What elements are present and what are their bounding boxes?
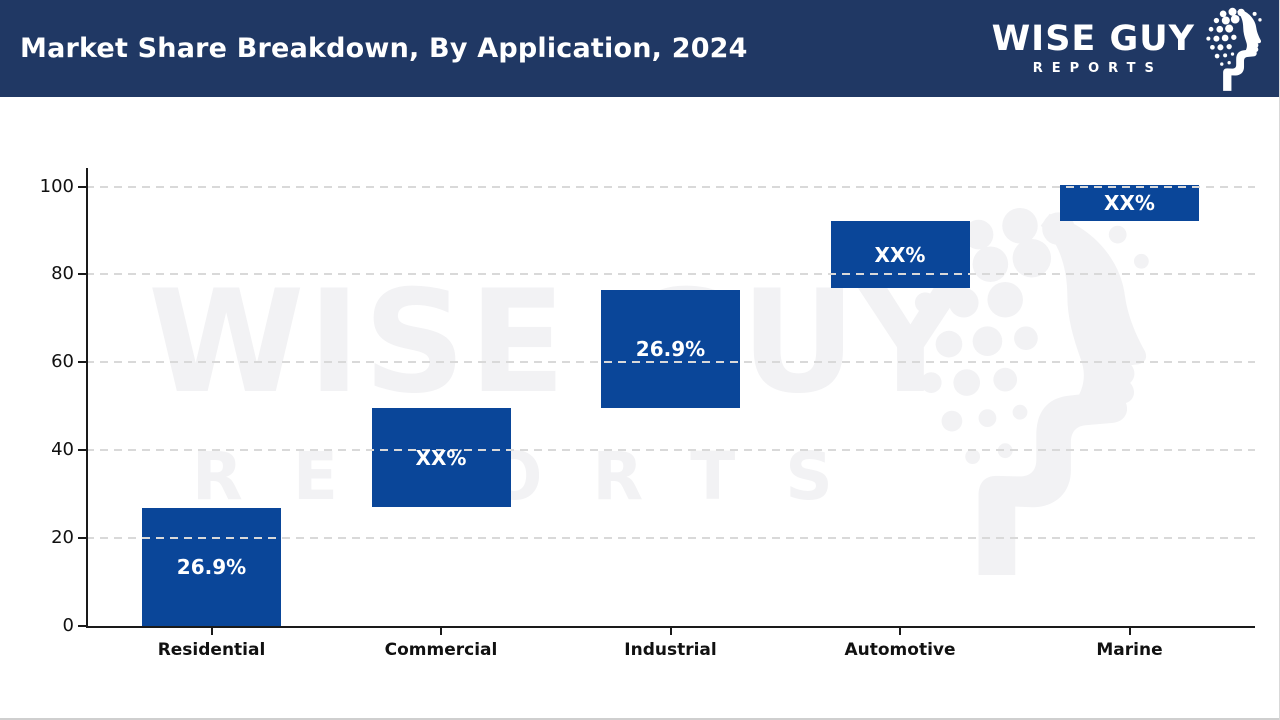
dotted-head-profile-icon	[1199, 7, 1266, 91]
x-tick-mark-marine	[1128, 628, 1131, 635]
x-category-label-industrial: Industrial	[624, 640, 717, 660]
gridline-y-80	[86, 273, 1255, 276]
x-axis-line	[86, 626, 1255, 628]
x-category-label-residential: Residential	[157, 640, 266, 660]
y-tick-mark-80	[78, 273, 86, 276]
x-tick-mark-residential	[210, 628, 213, 635]
page-title: Market Share Breakdown, By Application, …	[20, 33, 748, 64]
bar-residential	[142, 507, 281, 626]
gridline-y-100	[86, 185, 1255, 188]
x-tick-mark-automotive	[899, 628, 901, 635]
brand-subname: REPORTS	[1032, 61, 1163, 76]
bar-commercial	[371, 408, 511, 508]
x-category-label-commercial: Commercial	[384, 640, 498, 660]
x-tick-mark-industrial	[669, 628, 672, 635]
brand-name: WISE GUY	[991, 19, 1195, 59]
y-tick-mark-100	[78, 185, 86, 188]
x-category-label-marine: Marine	[1096, 640, 1163, 660]
watermark-brand-subname: REPORTS	[192, 438, 883, 515]
y-tick-mark-60	[78, 361, 86, 364]
y-tick-label-20: 20	[51, 527, 74, 549]
bar-value-label-marine: XX%	[1104, 190, 1155, 215]
watermark-brand-name: WISE GUY	[148, 260, 965, 425]
y-tick-mark-0	[78, 625, 86, 627]
brand-logo: WISE GUY REPORTS	[992, 7, 1266, 91]
y-axis-line	[86, 168, 88, 628]
y-tick-mark-40	[78, 449, 86, 452]
y-tick-label-60: 60	[51, 351, 74, 373]
gridline-y-40	[86, 449, 1255, 452]
bar-value-label-commercial: XX%	[415, 445, 467, 470]
x-tick-mark-commercial	[440, 628, 442, 635]
y-tick-label-80: 80	[51, 263, 74, 285]
gridline-y-20	[86, 537, 1255, 540]
gridline-y-60	[86, 361, 1255, 364]
x-category-label-automotive: Automotive	[844, 640, 956, 660]
bar-marine	[1060, 184, 1199, 221]
bar-value-label-residential: 26.9%	[176, 554, 247, 579]
header-bar: Market Share Breakdown, By Application, …	[0, 0, 1279, 97]
y-tick-label-40: 40	[51, 439, 74, 461]
y-tick-label-0: 0	[62, 615, 74, 636]
bar-industrial	[601, 289, 740, 408]
y-tick-mark-20	[78, 537, 86, 540]
bar-value-label-automotive: XX%	[874, 242, 926, 267]
bar-value-label-industrial: 26.9%	[635, 336, 706, 361]
y-tick-label-100: 100	[39, 175, 74, 197]
brand-logo-text: WISE GUY REPORTS	[991, 19, 1195, 76]
bar-automotive	[830, 221, 970, 289]
